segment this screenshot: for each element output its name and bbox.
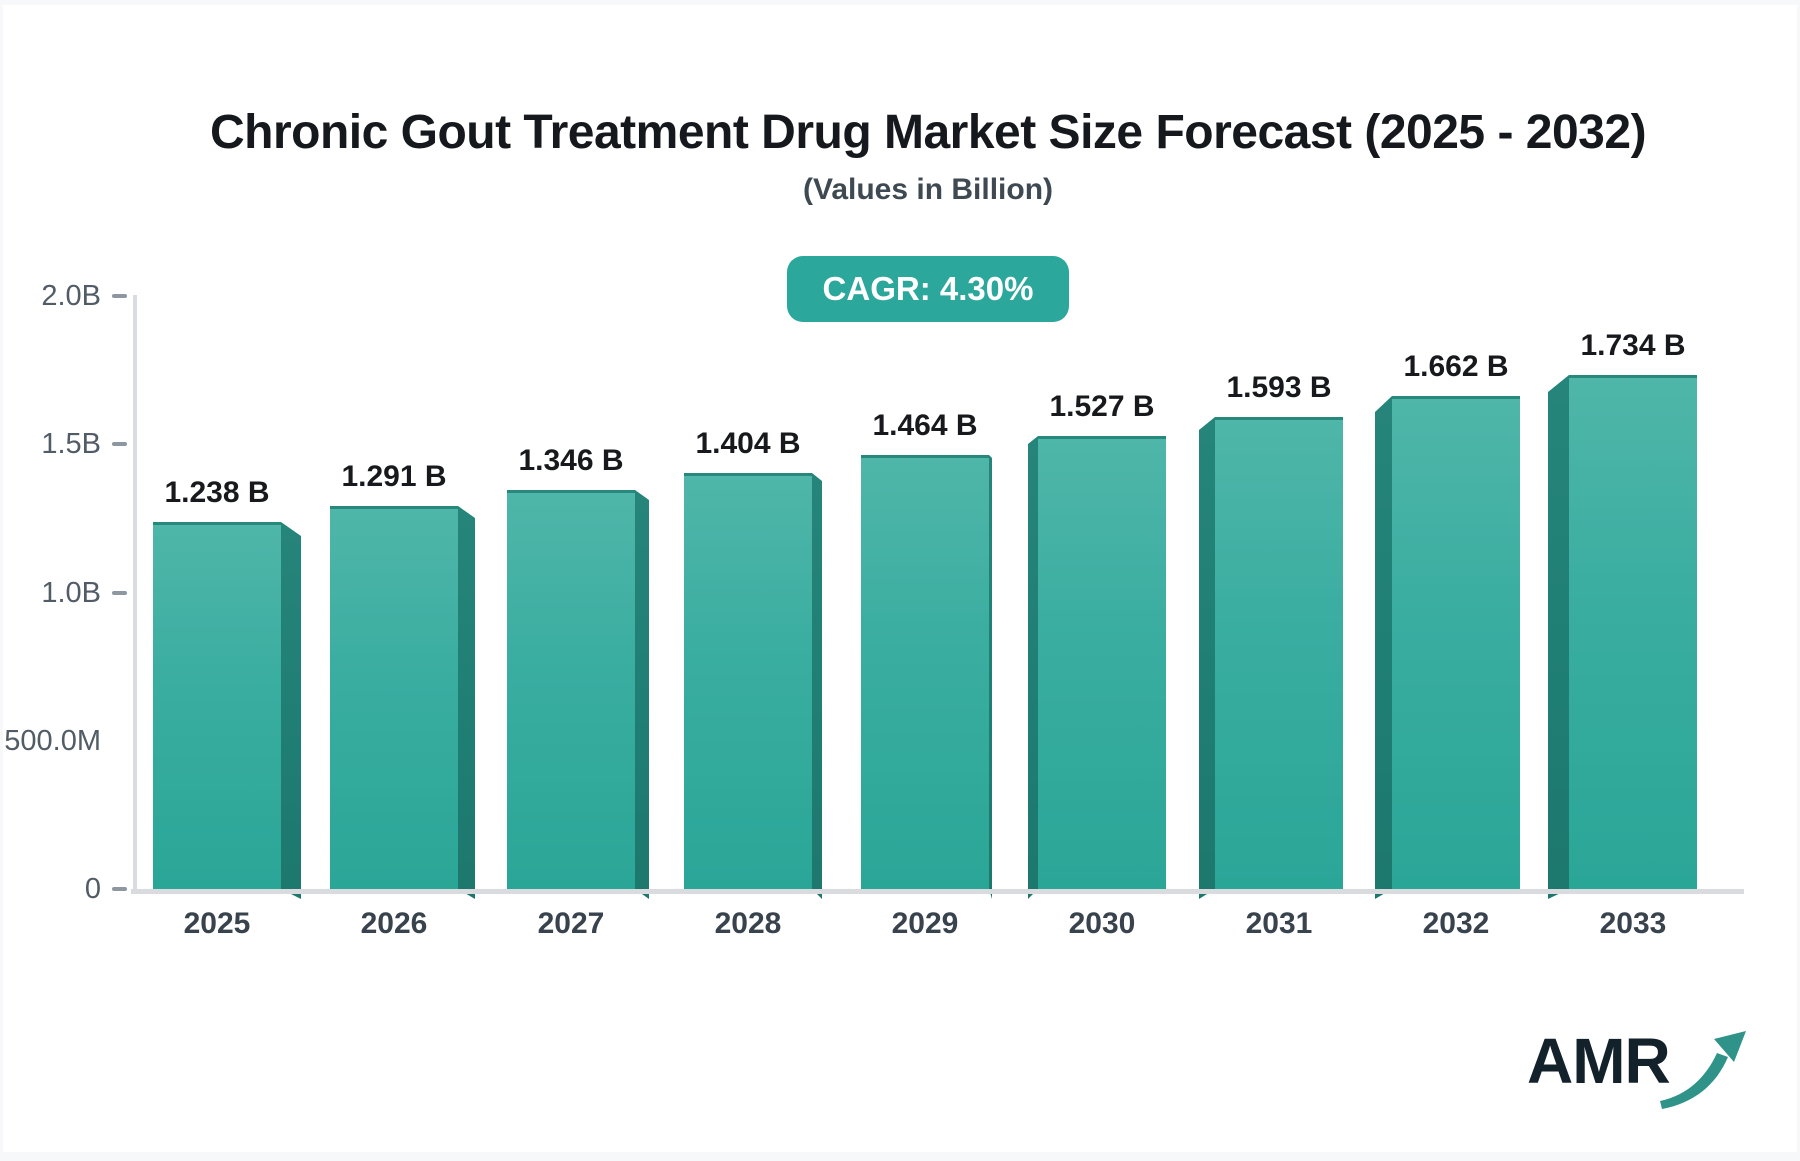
x-axis-line: [131, 889, 1744, 894]
bar-front-face: [1038, 436, 1166, 889]
y-tick-label: 1.5B: [41, 427, 101, 460]
y-tick-dash: [112, 442, 127, 446]
x-tick-label-2032: 2032: [1422, 907, 1490, 940]
bar-value-label: 1.238 B: [164, 476, 270, 509]
chart-card: Chronic Gout Treatment Drug Market Size …: [3, 5, 1797, 1152]
bar-front-face: [153, 522, 281, 889]
y-tick-label: 2.0B: [41, 279, 101, 312]
y-tick-1.5B: 1.5B: [3, 426, 127, 462]
bar-value-label: 1.346 B: [518, 444, 624, 477]
bar-side-face: [989, 455, 992, 899]
bar-value-label: 1.404 B: [695, 427, 801, 460]
y-tick-dash: [112, 887, 127, 891]
bar-front-face: [330, 506, 458, 889]
cagr-badge: CAGR: 4.30%: [786, 256, 1070, 322]
chart-subtitle: (Values in Billion): [802, 173, 1054, 206]
bar-front-face: [1392, 396, 1520, 889]
bar-side-face: [1199, 417, 1215, 899]
bar-front-face: [684, 473, 812, 889]
bar-value-label: 1.734 B: [1580, 329, 1686, 362]
y-tick-1.0B: 1.0B: [3, 575, 127, 611]
bar-value-label: 1.291 B: [341, 460, 447, 493]
cagr-badge-row: CAGR: 4.30%: [123, 256, 1733, 322]
bar-front-face: [861, 455, 989, 889]
y-tick-0: 0: [3, 871, 127, 907]
x-tick-label-2033: 2033: [1599, 907, 1667, 940]
growth-arrow-icon: [1659, 1031, 1746, 1109]
x-tick-label-2029: 2029: [891, 907, 959, 940]
y-tick-dash: [112, 591, 127, 595]
bar-side-face: [281, 522, 301, 899]
amr-logo-text: AMR: [1527, 1025, 1671, 1097]
bar-chart: 2.0B 1.5B 1.0B 500.0M 0 1.238 B 2025 1.291 B 202…: [3, 5, 1800, 1161]
bar-value-label: 1.527 B: [1049, 390, 1155, 423]
bar-side-face: [1028, 436, 1038, 899]
bar-front-face: [1569, 375, 1697, 889]
bar-value-label: 1.662 B: [1403, 350, 1509, 383]
y-tick-500.0M: 500.0M: [3, 723, 127, 759]
x-tick-label-2030: 2030: [1068, 907, 1136, 940]
bar-side-face: [812, 473, 822, 899]
y-tick-label: 500.0M: [4, 724, 101, 757]
y-tick-label: 0: [84, 872, 101, 905]
amr-logo: AMR: [1527, 1029, 1748, 1113]
bar-value-label: 1.464 B: [872, 409, 978, 442]
y-axis-line: [133, 295, 137, 891]
bar-side-face: [1548, 375, 1569, 899]
bar-side-face: [1375, 396, 1392, 899]
y-tick-label: 1.0B: [41, 576, 101, 609]
y-tick-dash: [112, 294, 127, 298]
bar-front-face: [1215, 417, 1343, 889]
x-tick-label-2031: 2031: [1245, 907, 1313, 940]
x-tick-label-2026: 2026: [360, 907, 428, 940]
x-tick-label-2027: 2027: [537, 907, 605, 940]
bar-side-face: [635, 490, 649, 899]
x-tick-label-2028: 2028: [714, 907, 782, 940]
bar-value-label: 1.593 B: [1226, 371, 1332, 404]
chart-title: Chronic Gout Treatment Drug Market Size …: [209, 106, 1647, 159]
bar-front-face: [507, 490, 635, 889]
x-tick-label-2025: 2025: [183, 907, 251, 940]
bar-side-face: [458, 506, 475, 899]
y-tick-2.0B: 2.0B: [3, 278, 127, 314]
